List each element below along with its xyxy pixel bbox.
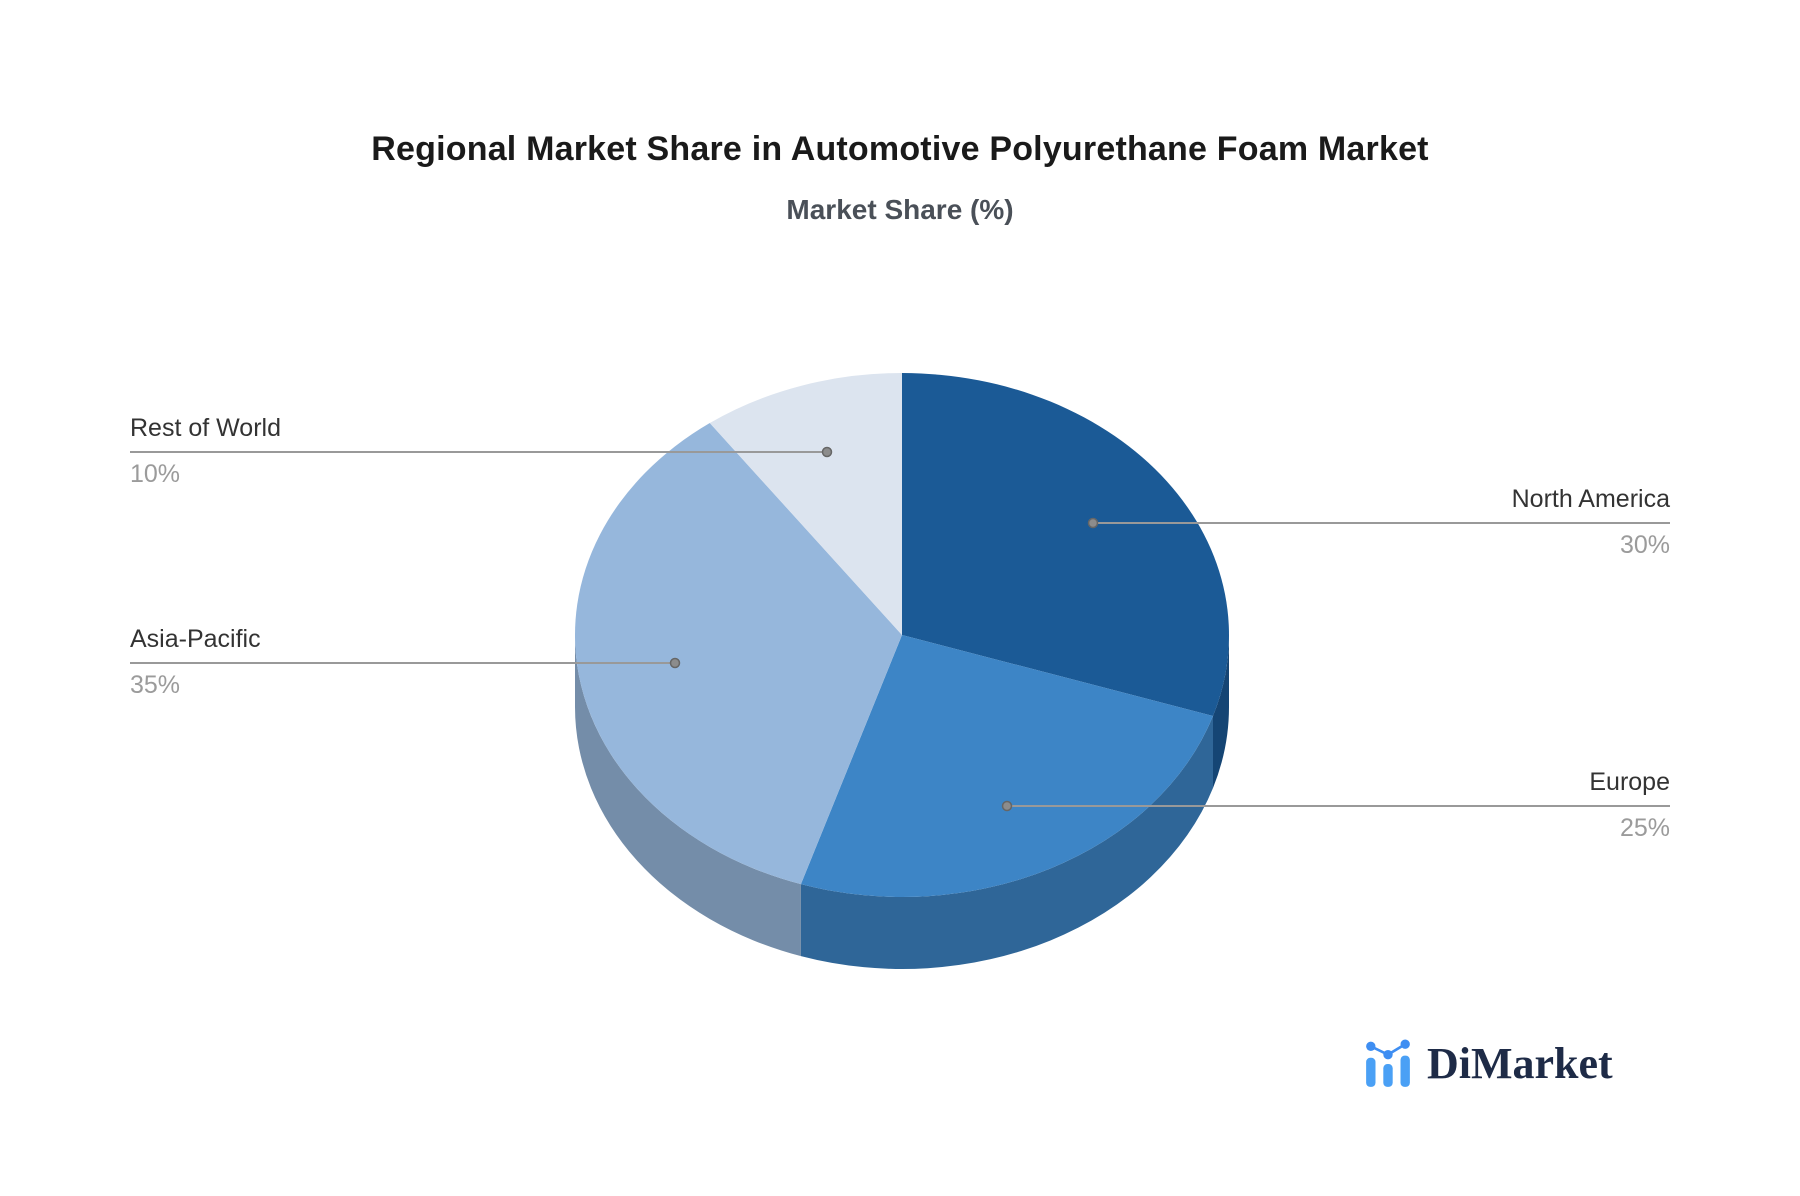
callout-value-north-america: 30% <box>1250 531 1670 560</box>
callout-label-europe: Europe <box>1250 768 1670 797</box>
callout-value-asia-pacific: 35% <box>130 671 550 700</box>
callout-value-europe: 25% <box>1250 814 1670 843</box>
dimarket-logo: DiMarket <box>1363 1038 1613 1089</box>
pie-slice-asia-pacific <box>575 423 902 885</box>
slice-label: North America <box>1511 485 1670 513</box>
leader-marker-asia-pacific <box>669 657 681 669</box>
slice-value: 25% <box>1619 814 1670 842</box>
callout-label-rest-of-world: Rest of World <box>130 414 550 443</box>
pie-slice-europe <box>800 635 1213 897</box>
slice-value: 30% <box>1619 531 1670 559</box>
pie-slice-side-europe <box>800 715 1213 969</box>
logo-text: DiMarket <box>1427 1039 1613 1088</box>
leader-marker-north-america <box>1087 517 1099 529</box>
callout-label-asia-pacific: Asia-Pacific <box>130 625 550 654</box>
chart-subtitle: Market Share (%) <box>786 194 1014 225</box>
slice-label: Europe <box>1589 768 1670 796</box>
pie-slice-side-north-america <box>1212 635 1229 788</box>
callout-label-north-america: North America <box>1250 485 1670 514</box>
slice-value: 10% <box>130 460 181 488</box>
pie-slice-rest-of-world <box>709 373 902 635</box>
slice-label: Asia-Pacific <box>130 625 261 653</box>
leader-marker-rest-of-world <box>821 446 833 458</box>
chart-title: Regional Market Share in Automotive Poly… <box>371 130 1429 168</box>
callout-value-rest-of-world: 10% <box>130 460 550 489</box>
slice-label: Rest of World <box>130 414 281 442</box>
bar-line-chart-icon <box>1366 1039 1410 1087</box>
leader-marker-europe <box>1001 800 1013 812</box>
slice-value: 35% <box>130 671 181 699</box>
pie-slice-side-asia-pacific <box>575 635 801 957</box>
pie-slice-north-america <box>902 373 1229 716</box>
